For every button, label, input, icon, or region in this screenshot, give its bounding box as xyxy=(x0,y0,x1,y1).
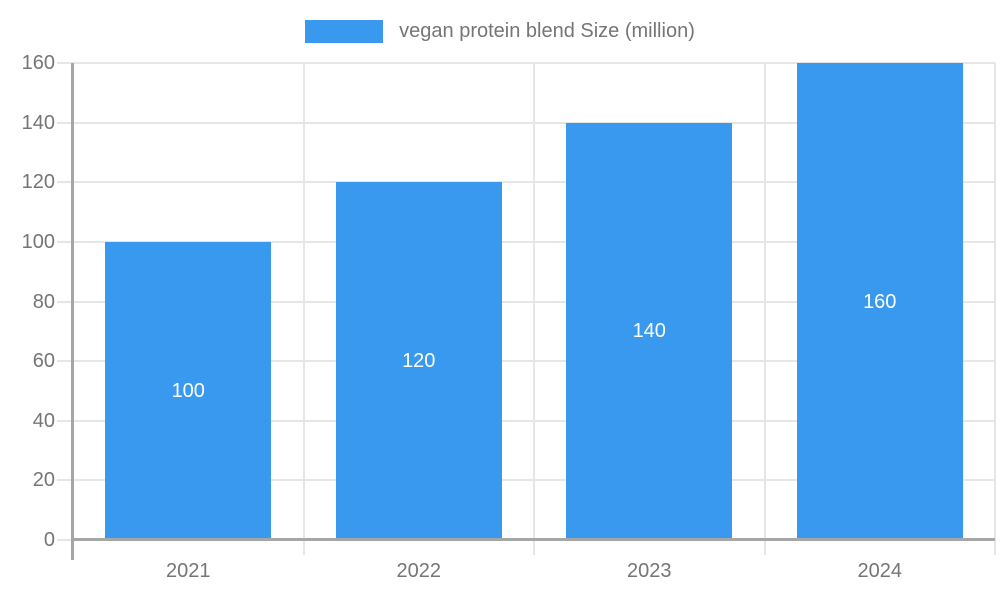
y-tick-100 xyxy=(57,240,73,243)
x-tick-label-2022: 2022 xyxy=(396,560,442,582)
bar-2023 xyxy=(566,122,733,540)
x-tick-label-2024: 2024 xyxy=(857,560,903,582)
bar-value-label-2023: 140 xyxy=(632,320,666,343)
bar-value-label-2022: 120 xyxy=(402,350,436,373)
bar-value-label-2021: 100 xyxy=(171,379,205,402)
y-tick-0 xyxy=(57,539,73,541)
bar-2021 xyxy=(105,241,272,540)
y-tick-label-140: 140 xyxy=(21,111,55,134)
x-axis-line xyxy=(73,538,995,541)
chart-legend: vegan protein blend Size (million) xyxy=(0,18,1000,44)
gridline-x-1 xyxy=(302,63,305,555)
y-tick-label-0: 0 xyxy=(43,529,55,551)
legend-label: vegan protein blend Size (million) xyxy=(399,19,695,42)
y-tick-20 xyxy=(57,479,73,482)
gridline-x-2 xyxy=(533,63,535,555)
y-tick-label-120: 120 xyxy=(21,171,55,194)
y-tick-label-100: 100 xyxy=(21,230,55,253)
legend-swatch-icon xyxy=(305,19,384,43)
y-tick-label-40: 40 xyxy=(32,409,55,432)
x-tick-label-2023: 2023 xyxy=(627,560,672,582)
y-tick-160 xyxy=(57,62,73,64)
bar-2024 xyxy=(796,63,963,540)
gridline-x-4 xyxy=(994,63,996,555)
gridline-x-3 xyxy=(763,63,766,555)
y-tick-80 xyxy=(57,300,73,303)
y-tick-60 xyxy=(57,360,73,363)
y-axis-line xyxy=(71,63,74,560)
y-tick-label-160: 160 xyxy=(21,52,55,74)
y-tick-label-60: 60 xyxy=(32,350,55,373)
y-tick-140 xyxy=(57,121,73,124)
y-tick-40 xyxy=(57,419,73,422)
y-tick-120 xyxy=(57,181,73,184)
y-tick-label-80: 80 xyxy=(32,290,55,313)
x-tick-label-2021: 2021 xyxy=(166,560,211,582)
bar-2022 xyxy=(335,182,502,540)
y-tick-label-20: 20 xyxy=(32,469,55,492)
bar-value-label-2024: 160 xyxy=(863,290,897,313)
